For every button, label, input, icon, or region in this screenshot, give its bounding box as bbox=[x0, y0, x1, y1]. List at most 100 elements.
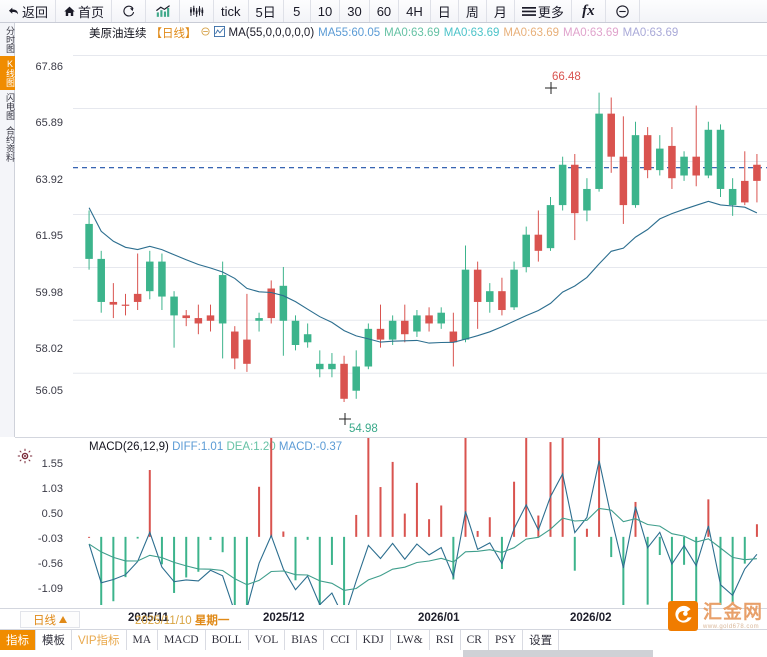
formula-button[interactable]: fx bbox=[572, 0, 606, 22]
period-tag: 【日线】 bbox=[150, 28, 197, 40]
period-5d-button[interactable]: 5日 bbox=[249, 0, 284, 22]
tooltip-weekday: 星期一 bbox=[194, 615, 230, 627]
logo-name: 汇金网 bbox=[702, 601, 763, 623]
tab-kdj[interactable]: KDJ bbox=[357, 630, 391, 650]
home-icon bbox=[63, 5, 76, 18]
sidebar-item-contract-info[interactable]: 合约资料 bbox=[5, 126, 15, 162]
y-tick-4: 59.98 bbox=[35, 287, 63, 299]
macd-title: MACD(26,12,9) bbox=[89, 441, 169, 453]
period-60-button[interactable]: 60 bbox=[370, 0, 400, 22]
logo-mark-icon bbox=[667, 601, 698, 631]
tab-psy[interactable]: PSY bbox=[489, 630, 524, 650]
period-selector-button[interactable]: 日线 bbox=[20, 611, 80, 628]
tab-lwr[interactable]: LW& bbox=[391, 630, 430, 650]
zoom-out-button[interactable] bbox=[606, 0, 640, 22]
indicator-chart-icon[interactable] bbox=[213, 26, 225, 40]
bar-chart-button[interactable] bbox=[146, 0, 181, 22]
logo-url: www.gold678.com bbox=[702, 623, 760, 630]
candle-series bbox=[85, 92, 761, 403]
y-tick-3: 61.95 bbox=[35, 230, 63, 242]
date-tick-2: 2026/01 bbox=[418, 612, 460, 624]
left-sidebar: 分时图 K线图 闪电图 合约资料 bbox=[0, 23, 15, 437]
chart-legend: 美原油连续 【日线】 MA(55,0,0,0,0,0) MA55:60.05 M… bbox=[89, 25, 678, 41]
watermark-logo: 汇金网 www.gold678.com bbox=[667, 601, 763, 631]
ma-value-5: MA0:63.69 bbox=[563, 27, 619, 39]
period-4h-button[interactable]: 4H bbox=[399, 0, 431, 22]
macd-dea-value: DEA:1.20 bbox=[226, 441, 276, 453]
bar-chart-icon bbox=[155, 4, 171, 19]
tooltip-date: 2025/11/10 bbox=[135, 615, 192, 627]
macd-diff-value: DIFF:1.01 bbox=[172, 441, 224, 453]
tab-cr[interactable]: CR bbox=[461, 630, 489, 650]
refresh-icon bbox=[121, 4, 136, 19]
candlestick-button[interactable] bbox=[180, 0, 215, 22]
tab-bias[interactable]: BIAS bbox=[285, 630, 325, 650]
high-crosshair-icon bbox=[545, 81, 557, 99]
tabbar-filler bbox=[559, 630, 767, 650]
panel-settings-icon[interactable] bbox=[17, 448, 33, 464]
y-tick-2: 63.92 bbox=[35, 174, 63, 186]
ma-formula: MA(55,0,0,0,0,0) bbox=[228, 27, 315, 39]
tab-vip-indicators[interactable]: VIP指标 bbox=[72, 630, 127, 650]
low-crosshair-icon bbox=[339, 412, 351, 430]
tab-macd[interactable]: MACD bbox=[158, 630, 206, 650]
macd-y-tick-4: -0.56 bbox=[37, 558, 63, 570]
high-price-marker: 66.48 bbox=[552, 71, 581, 83]
ma-value-4: MA0:63.69 bbox=[503, 27, 560, 39]
indicator-tabbar: 指标 模板 VIP指标 MA MACD BOLL VOL BIAS CCI KD… bbox=[0, 630, 767, 650]
y-tick-6: 56.05 bbox=[35, 385, 63, 397]
low-price-marker: 54.98 bbox=[349, 423, 378, 435]
sidebar-item-lightning[interactable]: 闪电图 bbox=[5, 93, 15, 120]
fx-icon: fx bbox=[582, 2, 595, 19]
scrollbar-thumb[interactable] bbox=[463, 650, 653, 657]
period-5-button[interactable]: 5 bbox=[284, 0, 311, 22]
grid-lines bbox=[73, 55, 767, 374]
more-button[interactable]: 更多 bbox=[515, 0, 572, 22]
zoom-out-icon bbox=[615, 4, 630, 19]
symbol-name: 美原油连续 bbox=[89, 28, 147, 40]
tab-indicators[interactable]: 指标 bbox=[0, 630, 36, 650]
date-tick-0: 2025/11 bbox=[128, 612, 169, 624]
tab-boll[interactable]: BOLL bbox=[206, 630, 249, 650]
period-day-button[interactable]: 日 bbox=[431, 0, 459, 22]
y-tick-5: 58.02 bbox=[35, 343, 63, 355]
period-week-button[interactable]: 周 bbox=[459, 0, 487, 22]
sidebar-item-timeshare[interactable]: 分时图 bbox=[5, 26, 15, 53]
macd-y-tick-2: 0.50 bbox=[41, 508, 63, 520]
macd-y-tick-5: -1.09 bbox=[37, 583, 63, 595]
macd-diff-line bbox=[88, 460, 758, 605]
tab-rsi[interactable]: RSI bbox=[430, 630, 461, 650]
price-chart-panel[interactable]: 美原油连续 【日线】 MA(55,0,0,0,0,0) MA55:60.05 M… bbox=[15, 23, 767, 437]
tab-cci[interactable]: CCI bbox=[324, 630, 357, 650]
y-tick-1: 65.89 bbox=[35, 117, 63, 129]
tab-settings[interactable]: 设置 bbox=[523, 630, 560, 650]
period-month-button[interactable]: 月 bbox=[487, 0, 515, 22]
collapse-icon[interactable] bbox=[200, 27, 210, 39]
period-10-button[interactable]: 10 bbox=[311, 0, 341, 22]
tab-templates[interactable]: 模板 bbox=[36, 630, 72, 650]
triangle-up-icon bbox=[59, 614, 67, 626]
tick-button[interactable]: tick bbox=[214, 0, 249, 22]
macd-y-tick-0: 1.55 bbox=[41, 458, 63, 470]
home-button[interactable]: 首页 bbox=[56, 0, 113, 22]
candlestick-svg bbox=[73, 55, 767, 403]
logo-text: 汇金网 www.gold678.com bbox=[703, 603, 763, 630]
hamburger-icon bbox=[521, 6, 536, 17]
ma-value-6: MA0:63.69 bbox=[622, 27, 679, 39]
macd-y-tick-3: -0.03 bbox=[37, 533, 63, 545]
tab-ma[interactable]: MA bbox=[127, 630, 159, 650]
macd-panel[interactable]: MACD(26,12,9) DIFF:1.01 DEA:1.20 MACD:-0… bbox=[15, 437, 767, 605]
period-30-button[interactable]: 30 bbox=[340, 0, 370, 22]
tab-vol[interactable]: VOL bbox=[249, 630, 286, 650]
period-selector-label: 日线 bbox=[33, 614, 56, 627]
horizontal-scrollbar[interactable] bbox=[0, 650, 767, 657]
sidebar-item-kline[interactable]: K线图 bbox=[0, 56, 15, 90]
macd-dea-line bbox=[88, 507, 757, 591]
back-button[interactable]: 返回 bbox=[0, 0, 57, 22]
ma-value-2: MA0:63.69 bbox=[384, 27, 440, 39]
refresh-button[interactable] bbox=[112, 0, 147, 22]
macd-histogram bbox=[88, 438, 758, 605]
macd-svg bbox=[88, 438, 758, 605]
back-label: 返回 bbox=[22, 4, 49, 20]
ma-value-3: MA0:63.69 bbox=[443, 27, 500, 39]
